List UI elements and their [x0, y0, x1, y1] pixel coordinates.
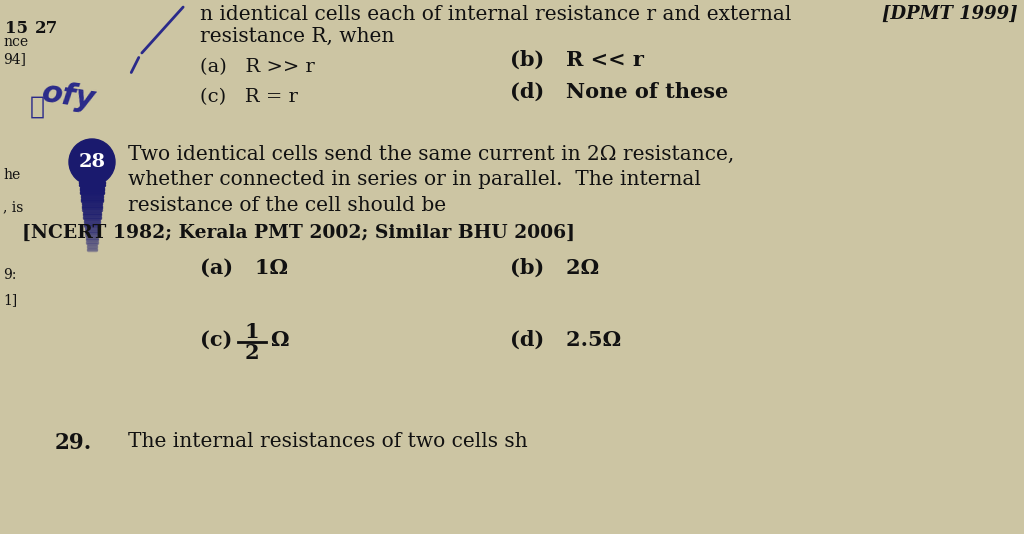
Text: nce: nce: [3, 35, 28, 49]
Text: 1]: 1]: [3, 293, 17, 307]
Text: The internal resistances of two cells sh: The internal resistances of two cells sh: [128, 432, 527, 451]
Text: 15: 15: [5, 20, 28, 37]
Text: resistance R, when: resistance R, when: [200, 27, 394, 46]
Text: 27: 27: [35, 20, 58, 37]
Text: (c)   R = r: (c) R = r: [200, 88, 298, 106]
Text: (c): (c): [200, 330, 247, 350]
Text: 28: 28: [79, 153, 105, 171]
Text: , is: , is: [3, 200, 24, 214]
Text: ⌒: ⌒: [30, 95, 45, 119]
Text: 94]: 94]: [3, 52, 26, 66]
Text: [DPMT 1999]: [DPMT 1999]: [883, 5, 1018, 23]
Text: (b)   2Ω: (b) 2Ω: [510, 258, 599, 278]
Text: Ω: Ω: [270, 330, 289, 350]
Text: [NCERT 1982; Kerala PMT 2002; Similar BHU 2006]: [NCERT 1982; Kerala PMT 2002; Similar BH…: [22, 224, 575, 242]
Text: resistance of the cell should be: resistance of the cell should be: [128, 196, 446, 215]
Text: 1: 1: [245, 322, 259, 342]
Text: 9:: 9:: [3, 268, 16, 282]
Text: (a)   R >> r: (a) R >> r: [200, 58, 314, 76]
Text: 2: 2: [245, 343, 259, 363]
Text: whether connected in series or in parallel.  The internal: whether connected in series or in parall…: [128, 170, 700, 189]
Text: he: he: [3, 168, 20, 182]
Text: n identical cells each of internal resistance r and external: n identical cells each of internal resis…: [200, 5, 792, 24]
Text: ofy: ofy: [40, 78, 97, 114]
Text: (b)   R << r: (b) R << r: [510, 50, 644, 70]
Circle shape: [69, 139, 115, 185]
Text: (d)   2.5Ω: (d) 2.5Ω: [510, 330, 622, 350]
Text: 29.: 29.: [55, 432, 92, 454]
Text: (d)   None of these: (d) None of these: [510, 82, 728, 102]
Text: (a)   1Ω: (a) 1Ω: [200, 258, 288, 278]
Text: Two identical cells send the same current in 2Ω resistance,: Two identical cells send the same curren…: [128, 145, 734, 164]
